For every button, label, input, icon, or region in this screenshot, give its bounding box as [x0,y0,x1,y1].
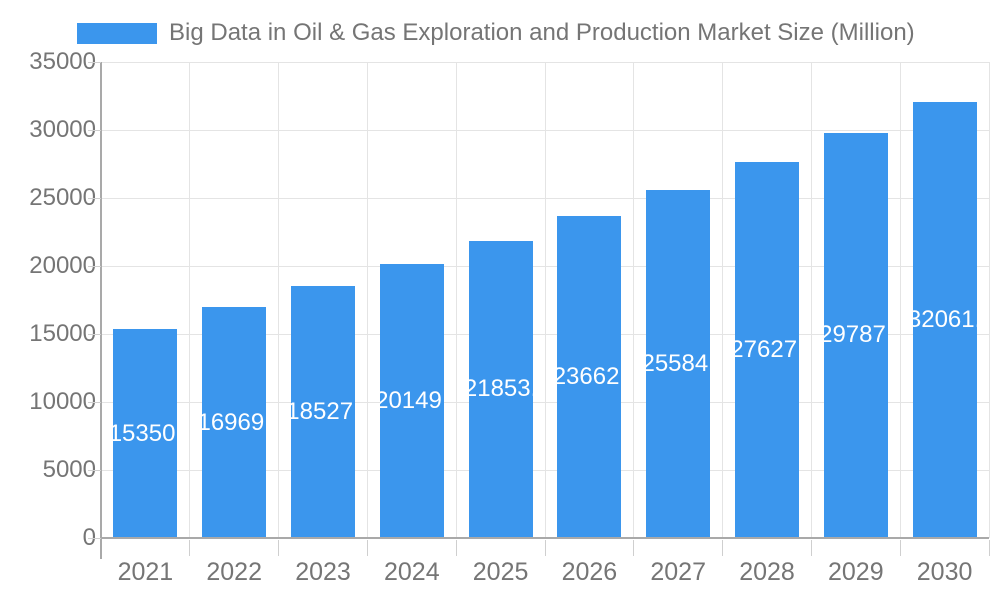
bar-value-label: 32061. [912,305,977,333]
bar-value-label: 18527. [291,398,355,426]
plot-area: 15350. 16969. 18527. 20149. 21853. 23662. 2558… [101,61,990,538]
y-axis-tick-mark [88,469,101,471]
y-axis-tick-mark [88,265,101,267]
x-axis-line [100,537,989,539]
v-gridline [988,62,990,538]
y-axis-tick-label: 0 [82,524,96,551]
bar-2021[interactable]: 15350. [113,329,178,538]
x-axis-tick-mark [544,540,546,556]
bar-2029[interactable]: 29787. [823,132,888,538]
bar-value-label: 25584. [646,350,710,378]
y-axis-tick-label: 35000 [29,48,96,75]
x-axis-label-2025: 2025 [472,558,529,586]
legend-swatch [77,22,157,44]
y-axis-tick-mark [88,401,101,403]
v-gridline [810,62,812,538]
y-axis-tick-label: 10000 [29,388,96,415]
y-axis-tick-mark [88,197,101,199]
x-axis-tick-mark [189,540,191,556]
v-gridline [366,62,368,538]
y-axis-tick-mark [88,61,101,63]
bar-value-label: 15350. [113,419,177,447]
legend: Big Data in Oil & Gas Exploration and Pr… [77,20,915,46]
v-gridline [722,62,724,538]
x-axis-tick-mark [722,540,724,556]
bar-value-label: 23662. [557,363,621,391]
bar-value-label: 27627. [735,336,799,364]
bar-2030[interactable]: 32061. [912,101,977,538]
v-gridline [899,62,901,538]
x-axis-tick-mark [278,540,280,556]
y-axis-tick-label: 20000 [29,252,96,279]
y-axis-tick-mark [88,537,101,539]
x-axis-label-2023: 2023 [295,558,351,586]
bar-2023[interactable]: 18527. [291,286,355,538]
x-axis-tick-mark [899,540,901,556]
y-axis-tick-mark [88,333,101,335]
y-axis-tick-label: 25000 [29,184,96,211]
bar-2027[interactable]: 25584. [646,190,711,538]
v-gridline [455,62,457,538]
x-axis-label-2029: 2029 [827,558,884,586]
v-gridline [189,62,191,538]
x-axis-label-2024: 2024 [383,558,440,586]
bar-value-label: 29787. [823,321,888,349]
x-axis-tick-mark [366,540,368,556]
bar-value-label: 20149. [379,386,444,414]
y-axis-tick-label: 30000 [29,116,96,143]
x-axis-tick-mark [988,540,990,556]
x-axis-label-2027: 2027 [650,558,706,586]
x-axis-tick-mark [455,540,457,556]
bar-2028[interactable]: 27627. [735,162,799,538]
y-axis-line [100,62,102,559]
y-axis-tick-label: 15000 [29,320,96,347]
x-axis-tick-mark [633,540,635,556]
x-axis-label-2021: 2021 [117,558,174,586]
x-axis-tick-mark [810,540,812,556]
bar-value-label: 21853. [468,375,533,403]
x-axis-label-2030: 2030 [916,558,973,586]
legend-label: Big Data in Oil & Gas Exploration and Pr… [169,19,915,46]
x-axis-label-2026: 2026 [561,558,618,586]
bar-2026[interactable]: 23662. [557,216,622,538]
v-gridline [544,62,546,538]
v-gridline [633,62,635,538]
y-axis-tick-label: 5000 [42,456,96,483]
y-axis-tick-mark [88,129,101,131]
x-axis-label-2022: 2022 [206,558,262,586]
x-axis-label-2028: 2028 [739,558,795,586]
bar-2024[interactable]: 20149. [379,263,444,538]
v-gridline [278,62,280,538]
bar-value-label: 16969. [202,408,266,436]
bar-2022[interactable]: 16969. [202,307,267,538]
bar-2025[interactable]: 21853. [468,240,533,538]
